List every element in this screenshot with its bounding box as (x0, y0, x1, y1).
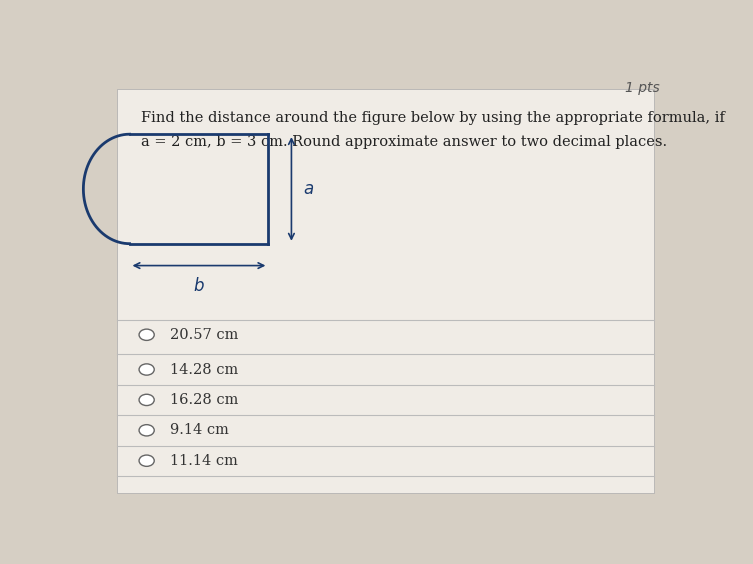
FancyBboxPatch shape (117, 90, 654, 493)
Text: Find the distance around the figure below by using the appropriate formula, if: Find the distance around the figure belo… (141, 111, 724, 125)
Text: 16.28 cm: 16.28 cm (170, 393, 239, 407)
Circle shape (139, 394, 154, 406)
Circle shape (139, 455, 154, 466)
Text: b: b (194, 276, 204, 294)
Circle shape (139, 425, 154, 436)
Circle shape (139, 364, 154, 375)
Text: 9.14 cm: 9.14 cm (170, 424, 229, 437)
Circle shape (139, 329, 154, 341)
Text: a: a (303, 180, 313, 198)
Text: 20.57 cm: 20.57 cm (170, 328, 239, 342)
Text: 11.14 cm: 11.14 cm (170, 453, 238, 468)
Text: 1 pts: 1 pts (626, 81, 660, 95)
Text: a = 2 cm, b = 3 cm. Round approximate answer to two decimal places.: a = 2 cm, b = 3 cm. Round approximate an… (141, 135, 667, 149)
Text: 14.28 cm: 14.28 cm (170, 363, 238, 377)
